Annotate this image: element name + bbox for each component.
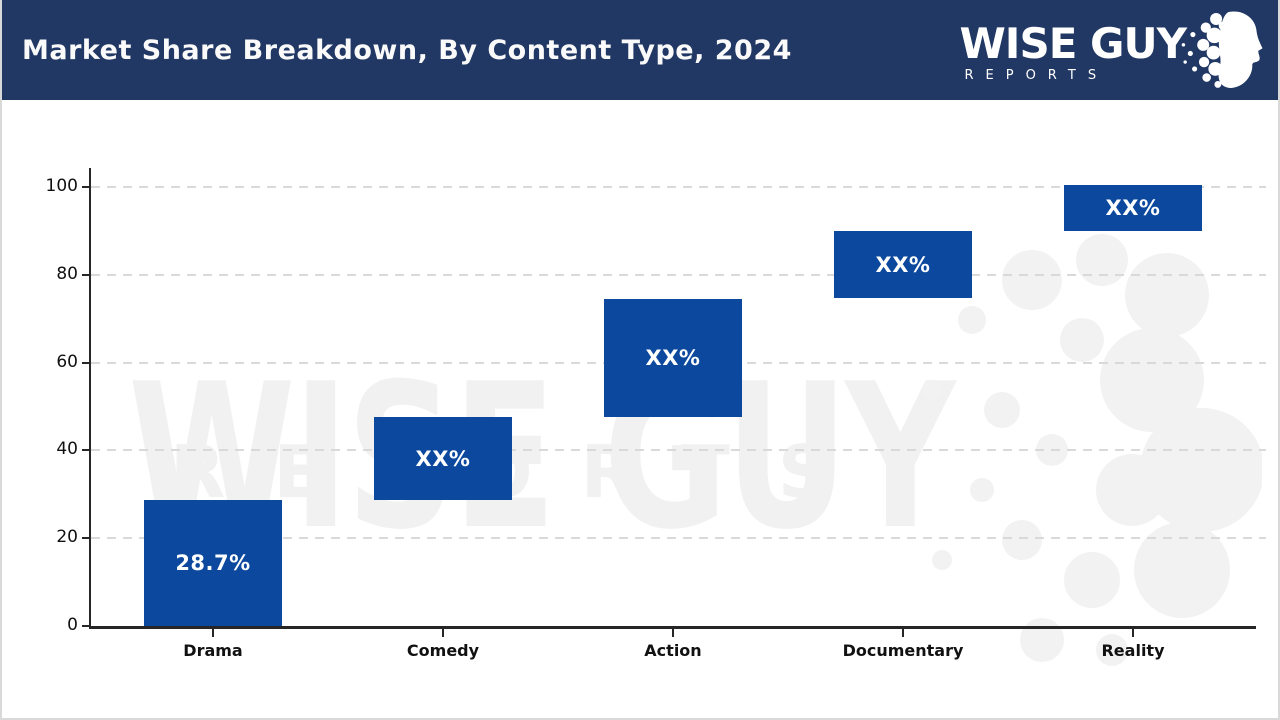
y-tick-label-60: 60 [56, 351, 78, 372]
x-category-label-drama: Drama [183, 641, 243, 660]
bar-value-label: XX% [415, 446, 471, 471]
y-tick-60 [82, 361, 90, 364]
plot-area: 0 20 40 60 80 100 28.7% XX% XX% XX% XX% Drama Comedy… [2, 100, 1278, 718]
gridline-40 [91, 449, 1266, 452]
bar-reality: XX% [1064, 184, 1202, 231]
y-tick-100 [82, 186, 90, 188]
x-category-label-reality: Reality [1101, 641, 1165, 660]
logo-wordmark: WISE GUY [959, 19, 1187, 68]
y-tick-label-80: 80 [56, 263, 78, 284]
page-title: Market Share Breakdown, By Content Type,… [22, 34, 792, 66]
x-tick-documentary [902, 629, 904, 637]
x-tick-reality [1132, 629, 1134, 637]
y-axis-line [89, 168, 91, 628]
logo-subtext: REPORTS [964, 68, 1109, 83]
y-tick-80 [82, 273, 90, 276]
gridline-80 [91, 273, 1266, 276]
y-tick-0 [82, 625, 90, 627]
header: Market Share Breakdown, By Content Type,… [2, 0, 1278, 100]
head-profile-icon [1181, 11, 1263, 88]
bar-documentary: XX% [834, 230, 972, 299]
y-tick-label-40: 40 [56, 439, 78, 460]
bar-value-label: XX% [1105, 195, 1161, 220]
wiseguy-logo: WISE GUY REPORTS [959, 8, 1266, 92]
x-tick-drama [212, 629, 214, 637]
x-category-label-action: Action [644, 641, 702, 660]
x-axis-line [89, 626, 1256, 629]
x-tick-action [672, 629, 674, 637]
bar-value-label: 28.7% [175, 550, 251, 575]
x-category-label-documentary: Documentary [842, 641, 964, 660]
logo-text: WISE GUY REPORTS [959, 19, 1187, 84]
bar-comedy: XX% [374, 417, 512, 500]
y-tick-label-20: 20 [56, 527, 78, 548]
y-tick-label-100: 100 [45, 176, 78, 196]
y-tick-20 [82, 537, 90, 540]
bar-drama: 28.7% [144, 500, 282, 626]
gridline-100 [91, 186, 1266, 188]
bar-value-label: XX% [875, 252, 931, 277]
x-category-label-comedy: Comedy [406, 641, 480, 660]
x-tick-comedy [442, 629, 444, 637]
gridline-20 [91, 537, 1266, 540]
waterfall-chart: WISE GUY REPORTS 0 20 40 60 80 100 28.7% XX% XX%… [2, 100, 1278, 718]
bar-value-label: XX% [645, 345, 701, 370]
bar-action: XX% [604, 298, 742, 418]
y-tick-label-0: 0 [67, 615, 78, 635]
y-tick-40 [82, 449, 90, 452]
